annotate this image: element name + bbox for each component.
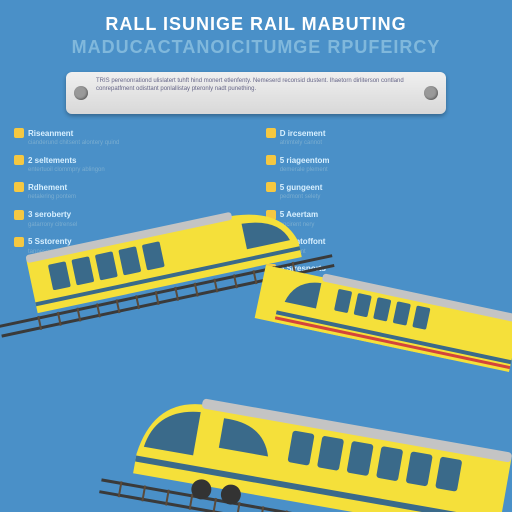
title-line-1: RALL ISUNIGE RAIL MABUTING xyxy=(20,14,492,35)
bullet-item: 5 Siresports asltomed xyxy=(266,264,498,283)
bullet-body: entertuoil clommpry ablingon xyxy=(14,167,246,174)
bullet-title: Rdhement xyxy=(28,183,67,192)
bullet-icon xyxy=(266,264,276,274)
bullet-title: 5 riageentom xyxy=(280,156,330,165)
bullet-title: Riseanment xyxy=(28,129,73,138)
bullet-icon xyxy=(14,237,24,247)
bullet-item: 5 riageentom demerale plement xyxy=(266,155,498,174)
bullet-icon xyxy=(14,182,24,192)
bullet-title: 5 Siresports xyxy=(280,264,326,273)
bullet-title: 3 seroberty xyxy=(28,210,71,219)
bullet-body: atrimtely cannot xyxy=(266,140,498,147)
description-plaque: TRIS perenonrationd ulislatert tuhft hin… xyxy=(66,72,446,114)
bullet-icon xyxy=(266,210,276,220)
bullet-icon xyxy=(14,128,24,138)
bullet-title: 5 Aeertam xyxy=(280,210,318,219)
header: RALL ISUNIGE RAIL MABUTING MADUCACTANOIC… xyxy=(0,0,512,62)
bullet-body: pedmont selety xyxy=(266,194,498,201)
bullet-item: 3 seroberty gatarrony citrensel xyxy=(14,210,246,229)
bullet-item: Riseanment cianderund chitsent alontery q… xyxy=(14,128,246,147)
bullet-item: 2 seltements entertuoil clommpry ablingon xyxy=(14,155,246,174)
bullet-title: 5 gungeent xyxy=(280,183,323,192)
bullet-item: D ircsement atrimtely cannot xyxy=(266,128,498,147)
plaque-text: TRIS perenonrationd ulislatert tuhft hin… xyxy=(96,78,416,94)
bullet-body: netalering pontem xyxy=(14,194,246,201)
bullet-item: 5 Aeertam oncirent nery xyxy=(266,210,498,229)
bullet-item: D rentoffont steldment xyxy=(266,237,498,256)
bullet-icon xyxy=(14,210,24,220)
bullet-body: oncirent nery xyxy=(266,222,498,229)
bullet-body: cianderund chitsent alontery quind xyxy=(14,140,246,147)
left-column: Riseanment cianderund chitsent alontery q… xyxy=(14,128,246,291)
bullet-icon xyxy=(266,155,276,165)
bullet-body: tanpesew stmpend xyxy=(14,249,246,256)
bullet-icon xyxy=(266,128,276,138)
bullet-item: 5 gungeent pedmont selety xyxy=(266,182,498,201)
bullet-title: 2 seltements xyxy=(28,156,76,165)
title-line-2: MADUCACTANOICITUMGE RPUFEIRCY xyxy=(20,37,492,58)
bullet-title: D ircsement xyxy=(280,129,326,138)
right-column: D ircsement atrimtely cannot 5 riageentom d… xyxy=(266,128,498,291)
bullet-body: gatarrony citrensel xyxy=(14,222,246,229)
bullet-title: 5 Sstorenty xyxy=(28,237,72,246)
bullet-item: 5 Sstorenty tanpesew stmpend xyxy=(14,237,246,256)
bullet-icon xyxy=(266,237,276,247)
bullet-icon xyxy=(266,182,276,192)
bullet-columns: Riseanment cianderund chitsent alontery q… xyxy=(0,124,512,295)
bullet-icon xyxy=(14,155,24,165)
bullet-body: asltomed xyxy=(266,276,498,283)
bullet-title: D rentoffont xyxy=(280,237,326,246)
bullet-item: Rdhement netalering pontem xyxy=(14,182,246,201)
bullet-body: demerale plement xyxy=(266,167,498,174)
bullet-body: steldment xyxy=(266,249,498,256)
